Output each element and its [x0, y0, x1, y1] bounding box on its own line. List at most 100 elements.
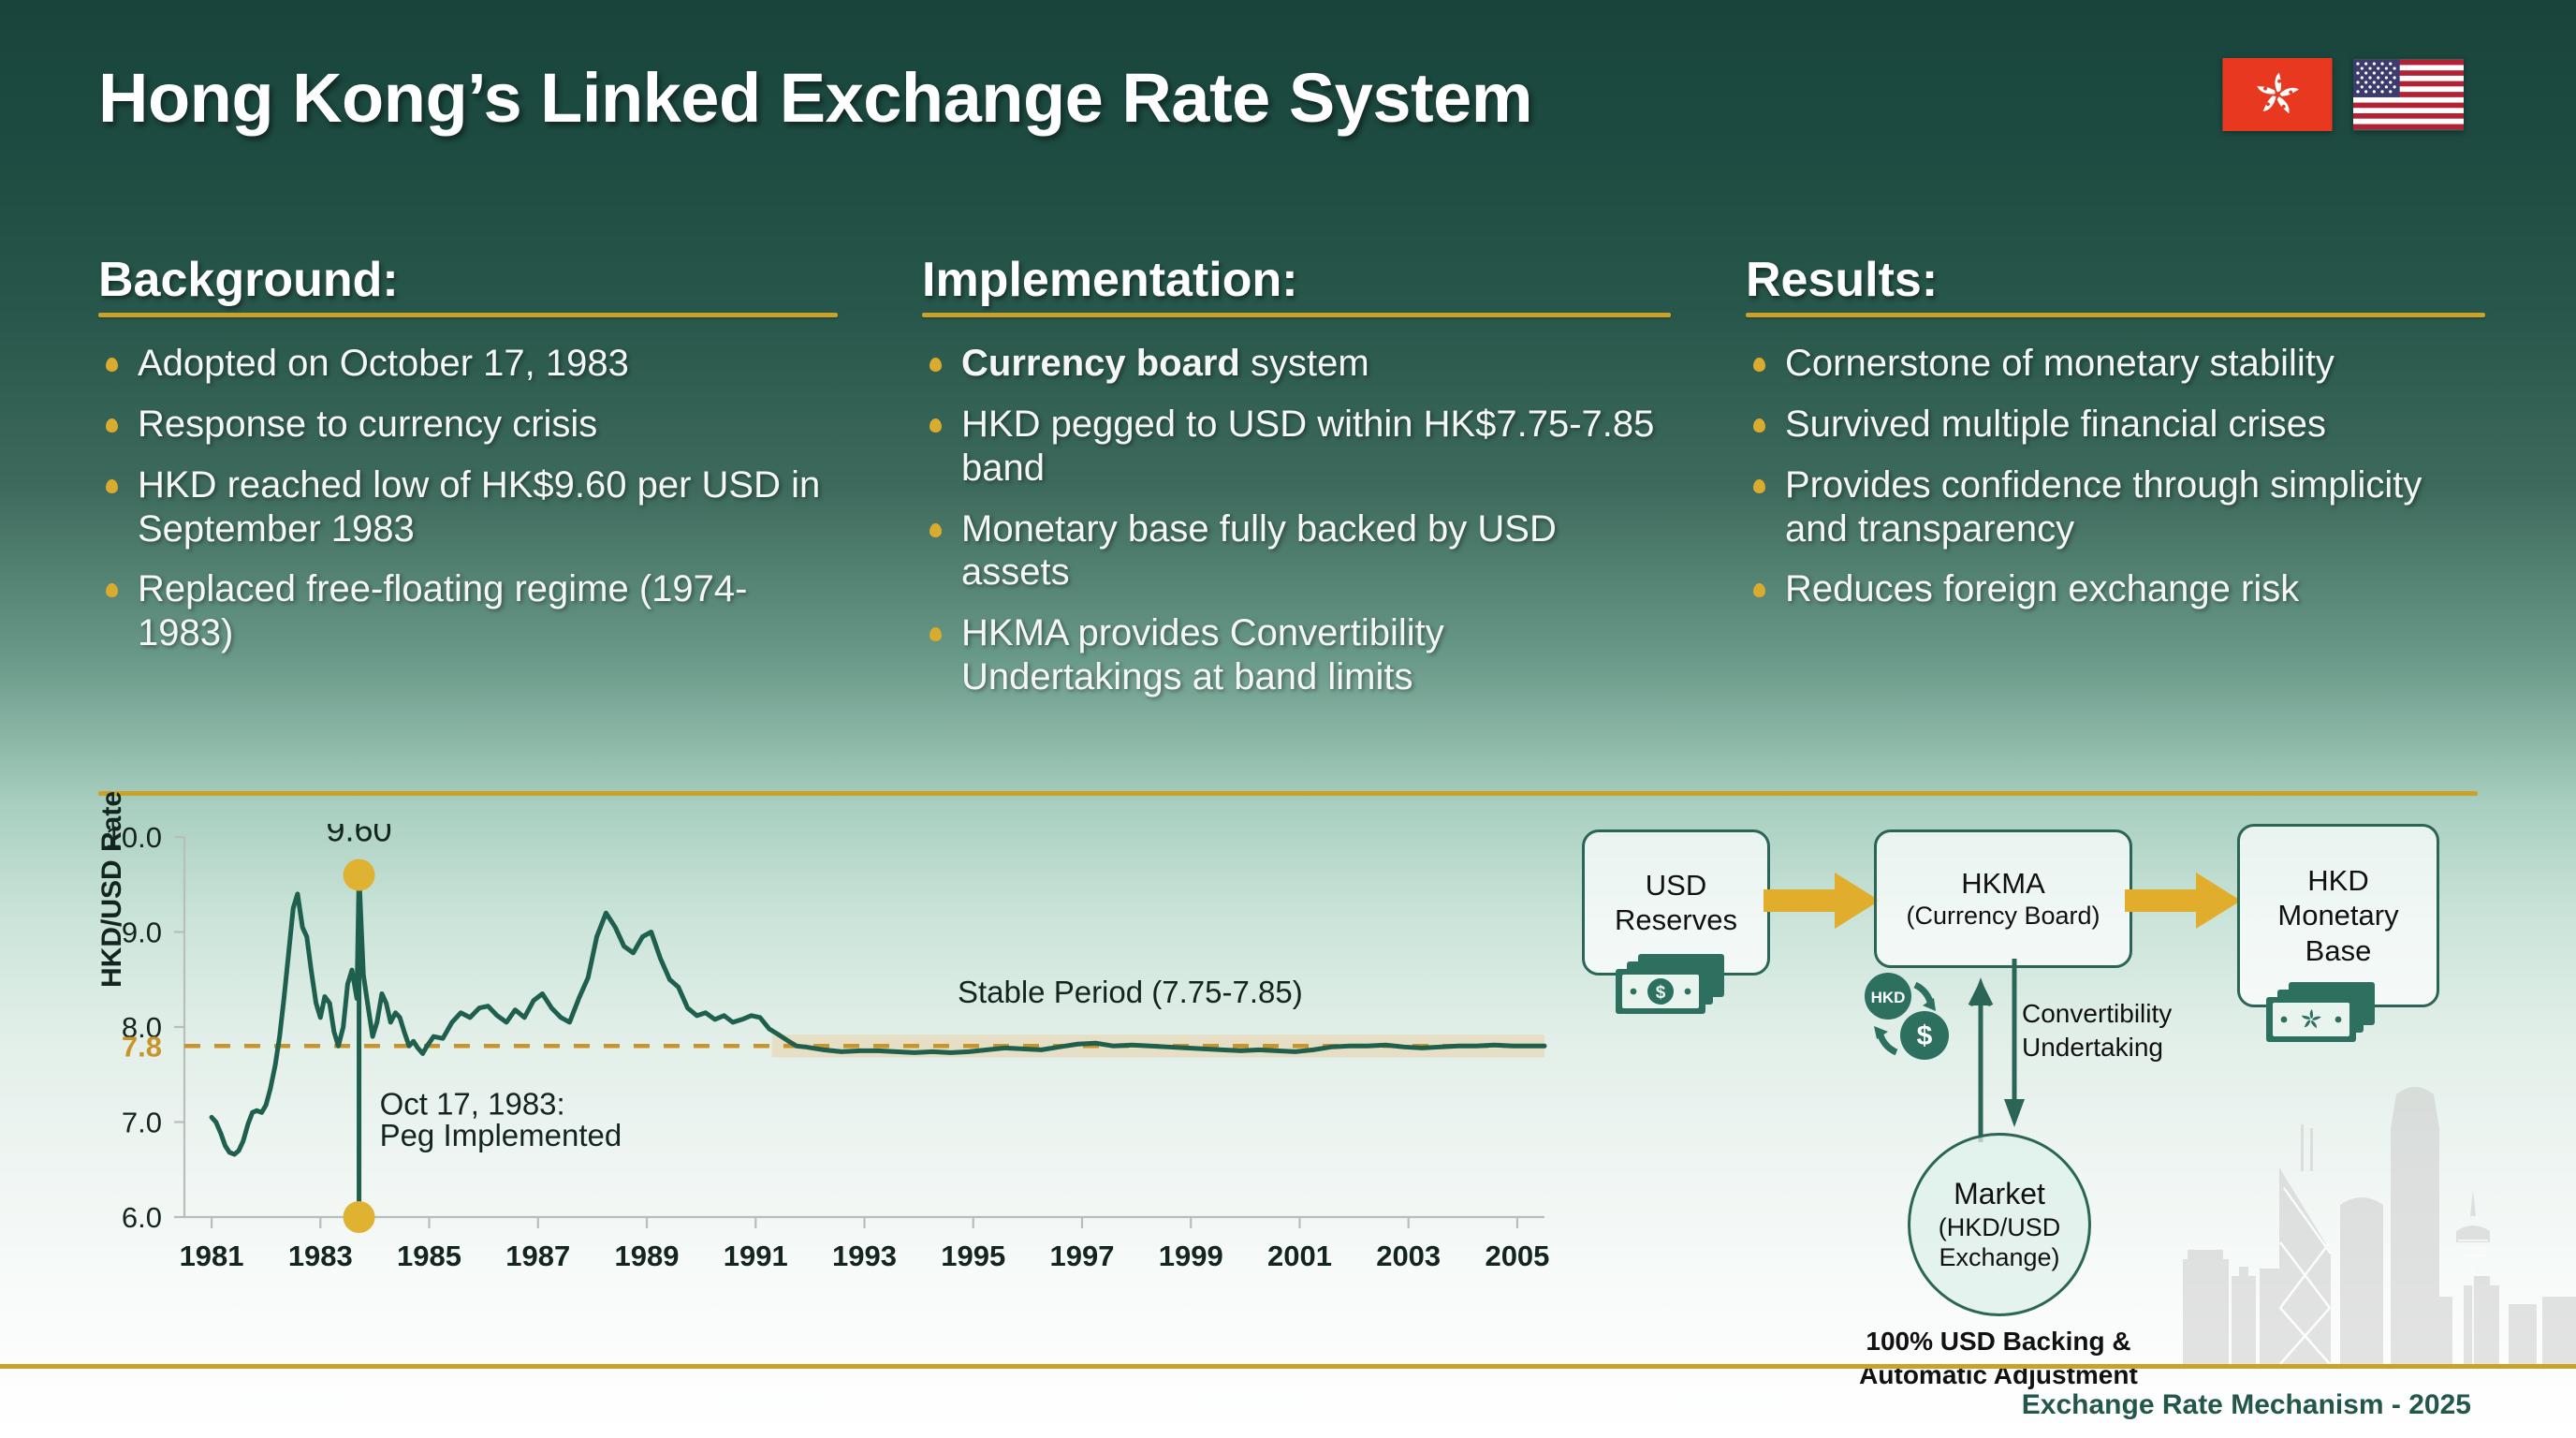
united-states-flag	[2353, 59, 2464, 130]
node-line-3: Base	[2305, 933, 2372, 967]
bullet-text: Replaced free-floating regime (1974-1983…	[138, 568, 748, 654]
column-results: Results: Cornerstone of monetary stabili…	[1746, 253, 2485, 628]
hkd-usd-exchange-icon: HKD $	[1865, 973, 1949, 1060]
svg-text:6.0: 6.0	[122, 1201, 162, 1234]
column-heading: Background:	[98, 253, 399, 307]
list-item: Cornerstone of monetary stability	[1746, 342, 2485, 386]
hkd-banknote-icon	[2266, 982, 2375, 1042]
svg-text:1983: 1983	[288, 1240, 353, 1272]
svg-text:2001: 2001	[1267, 1240, 1332, 1272]
svg-text:Oct 17, 1983:: Oct 17, 1983:	[380, 1086, 565, 1121]
list-item: Provides confidence through simplicity a…	[1746, 463, 2485, 551]
flag-pair	[2222, 58, 2464, 131]
bullet-list: Adopted on October 17, 1983 Response to …	[98, 342, 838, 655]
svg-text:1989: 1989	[615, 1240, 680, 1272]
node-line-2: (HKD/USD	[1938, 1212, 2061, 1241]
heading-underline	[922, 313, 1671, 318]
column-heading: Results:	[1746, 253, 1939, 307]
diagram-caption: 100% USD Backing & Automatic Adjustment	[1797, 1325, 2200, 1392]
arrow-hkma-to-hkd	[2125, 873, 2241, 929]
svg-text:1987: 1987	[505, 1240, 570, 1272]
svg-text:1999: 1999	[1159, 1240, 1223, 1272]
label-line-1: Convertibility	[2022, 999, 2173, 1028]
bullet-text: Adopted on October 17, 1983	[138, 343, 629, 385]
heading-underline	[98, 313, 838, 318]
arrow-usd-to-hkma	[1764, 873, 1880, 929]
svg-text:9.0: 9.0	[122, 917, 162, 949]
node-line-1: HKD	[2307, 864, 2369, 898]
bullet-text: Cornerstone of monetary stability	[1785, 343, 2334, 385]
bullet-list: Cornerstone of monetary stability Surviv…	[1746, 342, 2485, 611]
chart-plot: 6.0 7.0 8.0 9.0 10.0 7.8 1981 1983 1985 1987 1989 1…	[106, 811, 1550, 1272]
svg-text:1991: 1991	[724, 1240, 788, 1272]
list-item: Reduces foreign exchange risk	[1746, 567, 2485, 611]
node-line-2: Monetary	[2277, 899, 2399, 932]
column-background: Background: Adopted on October 17, 1983 …	[98, 253, 838, 672]
svg-text:2005: 2005	[1485, 1240, 1549, 1272]
bullet-text: Monetary base fully backed by USD assets	[961, 507, 1557, 594]
bullet-text: Provides confidence through simplicity a…	[1785, 463, 2422, 550]
bullet-text: Reduces foreign exchange risk	[1785, 568, 2300, 610]
list-item: Response to currency crisis	[98, 403, 838, 447]
bullet-emphasis: Currency board	[961, 343, 1240, 385]
bullet-list: Currency board system HKD pegged to USD …	[922, 342, 1671, 699]
node-hkma: HKMA (Currency Board)	[1874, 829, 2132, 968]
list-item: HKMA provides Convertibility Undertaking…	[922, 611, 1671, 699]
svg-text:10.0: 10.0	[106, 824, 162, 854]
node-hkd-monetary-base: HKD Monetary Base	[2237, 824, 2439, 1007]
svg-text:8.0: 8.0	[122, 1011, 162, 1044]
page-title: Hong Kong’s Linked Exchange Rate System	[98, 59, 1533, 137]
svg-text:1995: 1995	[941, 1240, 1005, 1272]
list-item: HKD reached low of HK$9.60 per USD in Se…	[98, 463, 838, 551]
node-line-3: Exchange)	[1939, 1243, 2060, 1272]
svg-text:1993: 1993	[832, 1240, 897, 1272]
bullet-text: system	[1239, 343, 1369, 385]
bullet-text: HKD reached low of HK$9.60 per USD in Se…	[138, 463, 821, 550]
svg-text:7.0: 7.0	[122, 1107, 162, 1139]
svg-text:Stable Period (7.75-7.85): Stable Period (7.75-7.85)	[958, 975, 1303, 1009]
caption-line-1: 100% USD Backing &	[1866, 1327, 2131, 1356]
hkd-usd-chart: HKD/USD Rate 6.0 7.0 8.0 9.0 10.0 7.8 1981 1983…	[96, 791, 1559, 1348]
footer-text: Exchange Rate Mechanism - 2025	[2021, 1389, 2471, 1420]
heading-underline	[1746, 313, 2485, 318]
hong-kong-skyline-silhouette	[2183, 1087, 2576, 1364]
bullet-text: HKD pegged to USD within HK$7.75-7.85 ba…	[961, 404, 1655, 489]
svg-text:7.8: 7.8	[122, 1030, 162, 1063]
list-item: HKD pegged to USD within HK$7.75-7.85 ba…	[922, 403, 1671, 491]
svg-text:2003: 2003	[1376, 1240, 1441, 1272]
list-item: Replaced free-floating regime (1974-1983…	[98, 567, 838, 655]
column-heading: Implementation:	[922, 253, 1298, 307]
svg-text:$: $	[1917, 1020, 1933, 1051]
bullet-text: Response to currency crisis	[138, 404, 598, 446]
currency-board-diagram: USD Reserves $ HKMA (Currency Board) HKD…	[1582, 824, 2481, 1389]
convertibility-undertaking-label: Convertibility Undertaking	[2022, 997, 2265, 1064]
node-usd-reserves: USD Reserves	[1582, 829, 1770, 976]
y-axis-label: HKD/USD Rate	[96, 790, 127, 988]
bullet-text: HKMA provides Convertibility Undertaking…	[961, 612, 1444, 698]
hong-kong-flag	[2222, 58, 2333, 131]
node-market: Market (HKD/USD Exchange)	[1908, 1133, 2091, 1316]
svg-text:HKD: HKD	[1871, 989, 1906, 1006]
label-line-2: Undertaking	[2022, 1032, 2163, 1062]
node-line-2: Reserves	[1615, 903, 1737, 936]
node-line-1: HKMA	[1961, 867, 2045, 901]
svg-text:1997: 1997	[1049, 1240, 1114, 1272]
list-item: Monetary base fully backed by USD assets	[922, 507, 1671, 595]
svg-text:9.60: 9.60	[327, 824, 392, 849]
bullet-text: Survived multiple financial crises	[1785, 404, 2327, 446]
convertibility-arrows-icon	[1968, 959, 2025, 1142]
usd-banknote-icon: $	[1616, 954, 1724, 1014]
list-item: Currency board system	[922, 342, 1671, 386]
section-divider	[98, 791, 2478, 796]
svg-text:1985: 1985	[397, 1240, 461, 1272]
node-line-1: Market	[1954, 1177, 2045, 1211]
node-line-2: (Currency Board)	[1906, 902, 2100, 931]
svg-text:$: $	[1656, 983, 1666, 1003]
node-line-1: USD	[1645, 868, 1707, 902]
list-item: Adopted on October 17, 1983	[98, 342, 838, 386]
svg-text:1981: 1981	[180, 1240, 244, 1272]
list-item: Survived multiple financial crises	[1746, 403, 2485, 447]
column-implementation: Implementation: Currency board system HK…	[922, 253, 1671, 716]
footer-divider	[0, 1364, 2576, 1369]
